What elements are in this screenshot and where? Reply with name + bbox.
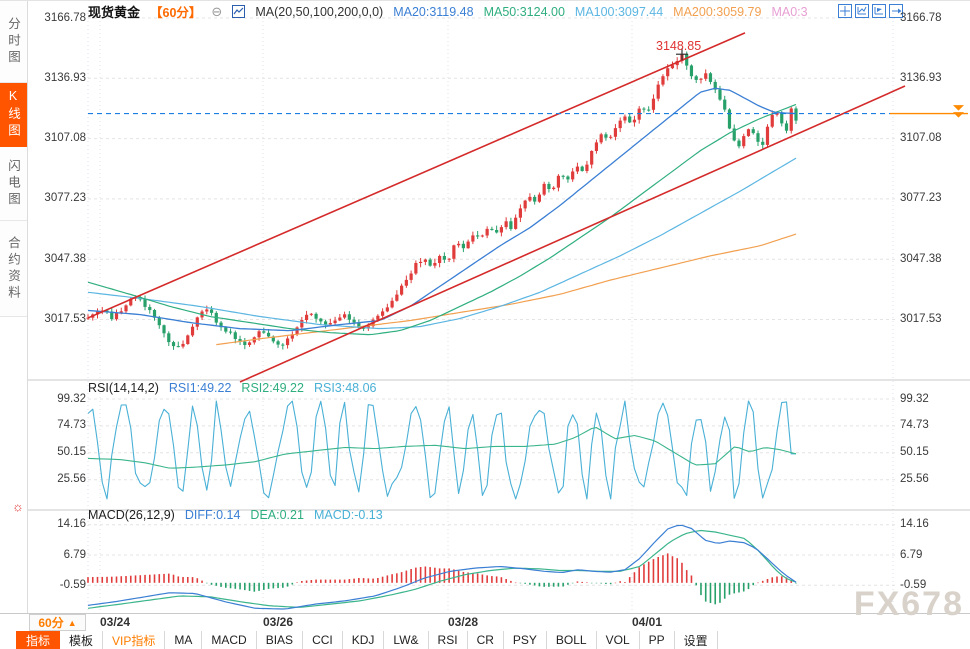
price-tick-right: 3136.93 (900, 71, 942, 84)
sidebar-tab-lightning-chart[interactable]: 闪电图 (0, 147, 27, 221)
ma-settings-label[interactable]: MA(20,50,100,200,0,0) (255, 4, 384, 19)
x-axis-date: 04/01 (632, 615, 663, 629)
ma-value: MA200:3059.79 (673, 4, 762, 19)
bottom-tab-vol[interactable]: VOL (597, 631, 640, 649)
x-axis-date: 03/28 (448, 615, 479, 629)
crosshair-icon[interactable] (838, 4, 852, 18)
macd-tick-left: -0.59 (59, 578, 86, 591)
macd-header: MACD(26,12,9) DIFF:0.14 DEA:0.21 MACD:-0.1… (88, 508, 393, 522)
rsi-value: RSI1:49.22 (168, 381, 232, 395)
rsi-value: RSI3:48.06 (313, 381, 377, 395)
bottom-tab-cr[interactable]: CR (468, 631, 504, 649)
chart-scale-icon[interactable] (872, 4, 886, 18)
interval-label: 60分 (38, 616, 64, 630)
sidebar-tab-kline-chart[interactable]: K线图 (0, 83, 27, 147)
price-tick-right: 3017.53 (900, 312, 942, 325)
sun-icon: ☼ (12, 499, 24, 514)
price-tick-right: 3107.08 (900, 132, 942, 145)
rsi-value: RSI2:49.22 (241, 381, 304, 395)
price-tick-right: 3077.23 (900, 192, 942, 205)
bottom-tab-cci[interactable]: CCI (303, 631, 343, 649)
chart-canvas[interactable] (28, 1, 970, 613)
rsi-tick-right: 50.15 (900, 446, 929, 459)
macd-tick-right: 6.79 (900, 548, 923, 561)
bottom-tab-bias[interactable]: BIAS (257, 631, 304, 649)
ma-value: MA20:3119.48 (393, 4, 474, 19)
price-tick-left: 3136.93 (44, 71, 86, 84)
bottom-tab-psy[interactable]: PSY (504, 631, 547, 649)
bottom-tab-templates[interactable]: 模板 (60, 631, 104, 649)
chart-fit-icon[interactable] (855, 4, 869, 18)
ma-values: MA20:3119.48 MA50:3124.00 MA100:3097.44 MA2… (393, 5, 817, 19)
bottom-tab-boll[interactable]: BOLL (547, 631, 597, 649)
bottom-tab-indicators[interactable]: 指标 (16, 631, 61, 649)
macd-title[interactable]: MACD(26,12,9) (88, 508, 175, 522)
bottom-tab-settings[interactable]: 设置 (675, 631, 718, 649)
price-tick-left: 3047.38 (44, 252, 86, 265)
x-axis-date: 03/24 (100, 615, 131, 629)
dropdown-arrow-icon: ▲ (67, 617, 77, 628)
chart-toolbar-icons (838, 4, 903, 18)
bottom-tab-rsi[interactable]: RSI (429, 631, 468, 649)
rsi-tick-left: 50.15 (57, 446, 86, 459)
ma-value: MA0:3 (771, 4, 808, 19)
peak-price-label: 3148.85 (656, 39, 702, 53)
interval-badge: 【60分】 (150, 6, 202, 20)
price-tick-left: 3107.08 (44, 132, 86, 145)
bottom-tab-lwr[interactable]: LW& (384, 631, 429, 649)
macd-value: DIFF:0.14 (184, 508, 241, 522)
watermark: FX678 (853, 585, 964, 623)
sidebar-tab-time-chart[interactable]: 分时图 (0, 1, 27, 83)
bottom-tab-macd[interactable]: MACD (202, 631, 257, 649)
rsi-header: RSI(14,14,2) RSI1:49.22 RSI2:49.22 RSI3:48… (88, 381, 387, 395)
rsi-tick-left: 74.73 (57, 419, 86, 432)
rsi-title[interactable]: RSI(14,14,2) (88, 381, 159, 395)
macd-value: DEA:0.21 (250, 508, 304, 522)
price-tick-left: 3166.78 (44, 11, 86, 24)
macd-tick-right: -0.59 (900, 578, 927, 591)
x-axis-date: 03/26 (263, 615, 294, 629)
symbol-title: 现货黄金 (88, 5, 141, 20)
export-icon[interactable] (889, 4, 903, 18)
x-axis-row: 60分 ▲ 03/24 03/26 03/28 04/01 (0, 613, 970, 631)
price-tick-left: 3077.23 (44, 192, 86, 205)
bottom-tab-kdj[interactable]: KDJ (343, 631, 385, 649)
price-tick-left: 3017.53 (44, 312, 86, 325)
rsi-tick-right: 25.56 (900, 473, 929, 486)
bottom-tab-pp[interactable]: PP (640, 631, 675, 649)
macd-values: DIFF:0.14 DEA:0.21 MACD:-0.13 (185, 508, 393, 522)
rsi-tick-left: 25.56 (57, 473, 86, 486)
rsi-values: RSI1:49.22 RSI2:49.22 RSI3:48.06 (169, 381, 387, 395)
bottom-tab-ma[interactable]: MA (165, 631, 203, 649)
macd-value: MACD:-0.13 (313, 508, 383, 522)
rsi-tick-left: 99.32 (57, 392, 86, 405)
ma-value: MA50:3124.00 (483, 4, 565, 19)
collapse-icon[interactable]: ⊖ (211, 3, 223, 19)
price-tick-right: 3166.78 (900, 11, 942, 24)
rsi-tick-right: 99.32 (900, 392, 929, 405)
main-chart-header: 现货黄金 【60分】 ⊖ MA(20,50,100,200,0,0) MA20:… (88, 2, 818, 21)
price-tick-right: 3047.38 (900, 252, 942, 265)
rsi-tick-right: 74.73 (900, 419, 929, 432)
macd-tick-left: 14.16 (57, 518, 86, 531)
sidebar: 分时图 K线图 闪电图 合约资料 (0, 1, 28, 613)
macd-tick-left: 6.79 (63, 548, 86, 561)
interval-dropdown[interactable]: 60分 ▲ (29, 614, 86, 631)
macd-tick-right: 14.16 (900, 518, 929, 531)
ma-value: MA100:3097.44 (574, 4, 664, 19)
ma-chart-icon (232, 5, 246, 18)
bottom-tab-vip-indicators[interactable]: VIP指标 (103, 631, 166, 649)
sidebar-tab-contract-info[interactable]: 合约资料 (0, 221, 27, 317)
bottom-toolbar: 指标 模板 VIP指标 MA MACD BIAS CCI KDJ LW& RSI CR PSY BOLL… (0, 631, 970, 649)
